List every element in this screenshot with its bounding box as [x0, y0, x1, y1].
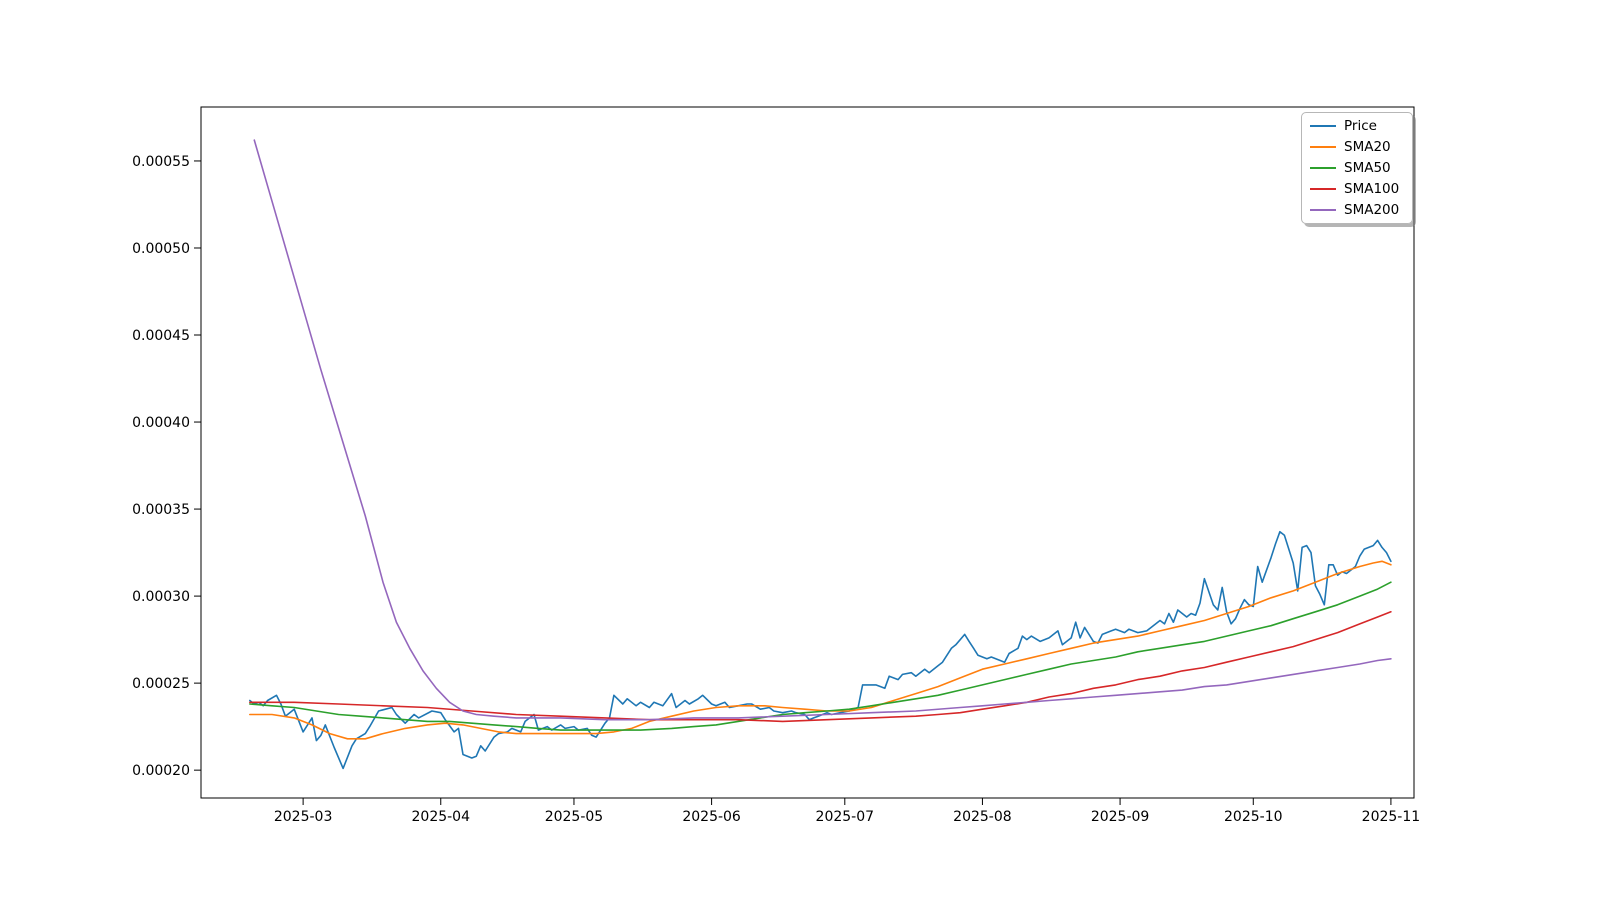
y-tick-label: 0.00055	[132, 154, 190, 170]
sma50-line-swatch	[1310, 167, 1336, 169]
y-tick-label: 0.00045	[132, 328, 190, 344]
series-line-sma50	[249, 581, 1392, 731]
legend-entry-sma200: SMA200	[1310, 203, 1406, 217]
legend-entry-price: Price	[1310, 119, 1406, 133]
legend-entry-sma20: SMA20	[1310, 140, 1406, 154]
sma200-line-swatch	[1310, 209, 1336, 211]
y-tick-label: 0.00020	[132, 763, 190, 779]
y-tick-label: 0.00050	[132, 241, 190, 257]
x-tick-label: 2025-06	[682, 809, 741, 825]
x-tick-label: 2025-08	[953, 809, 1012, 825]
x-tick-label: 2025-03	[274, 809, 333, 825]
x-tick-label: 2025-04	[412, 809, 471, 825]
series-line-price	[249, 530, 1392, 770]
legend-entry-sma100: SMA100	[1310, 182, 1406, 196]
legend: Price SMA20 SMA50 SMA100 SMA200	[1301, 112, 1413, 224]
x-tick-label: 2025-05	[545, 809, 604, 825]
y-tick-label: 0.00035	[132, 502, 190, 518]
x-tick-label: 2025-09	[1091, 809, 1150, 825]
series-line-sma200	[253, 139, 1392, 721]
legend-label: Price	[1344, 118, 1377, 134]
sma20-line-swatch	[1310, 146, 1336, 148]
legend-label: SMA100	[1344, 181, 1400, 197]
legend-label: SMA50	[1344, 160, 1391, 176]
legend-label: SMA200	[1344, 202, 1400, 218]
y-tick-label: 0.00040	[132, 415, 190, 431]
y-tick-label: 0.00025	[132, 676, 190, 692]
x-tick-label: 2025-10	[1224, 809, 1283, 825]
y-tick-label: 0.00030	[132, 589, 190, 605]
legend-entry-sma50: SMA50	[1310, 161, 1406, 175]
sma100-line-swatch	[1310, 188, 1336, 190]
x-tick-label: 2025-11	[1362, 809, 1421, 825]
series-line-sma100	[249, 610, 1392, 723]
plot-frame	[200, 106, 1415, 799]
legend-label: SMA20	[1344, 139, 1391, 155]
price-line-swatch	[1310, 125, 1336, 127]
x-tick-label: 2025-07	[816, 809, 875, 825]
